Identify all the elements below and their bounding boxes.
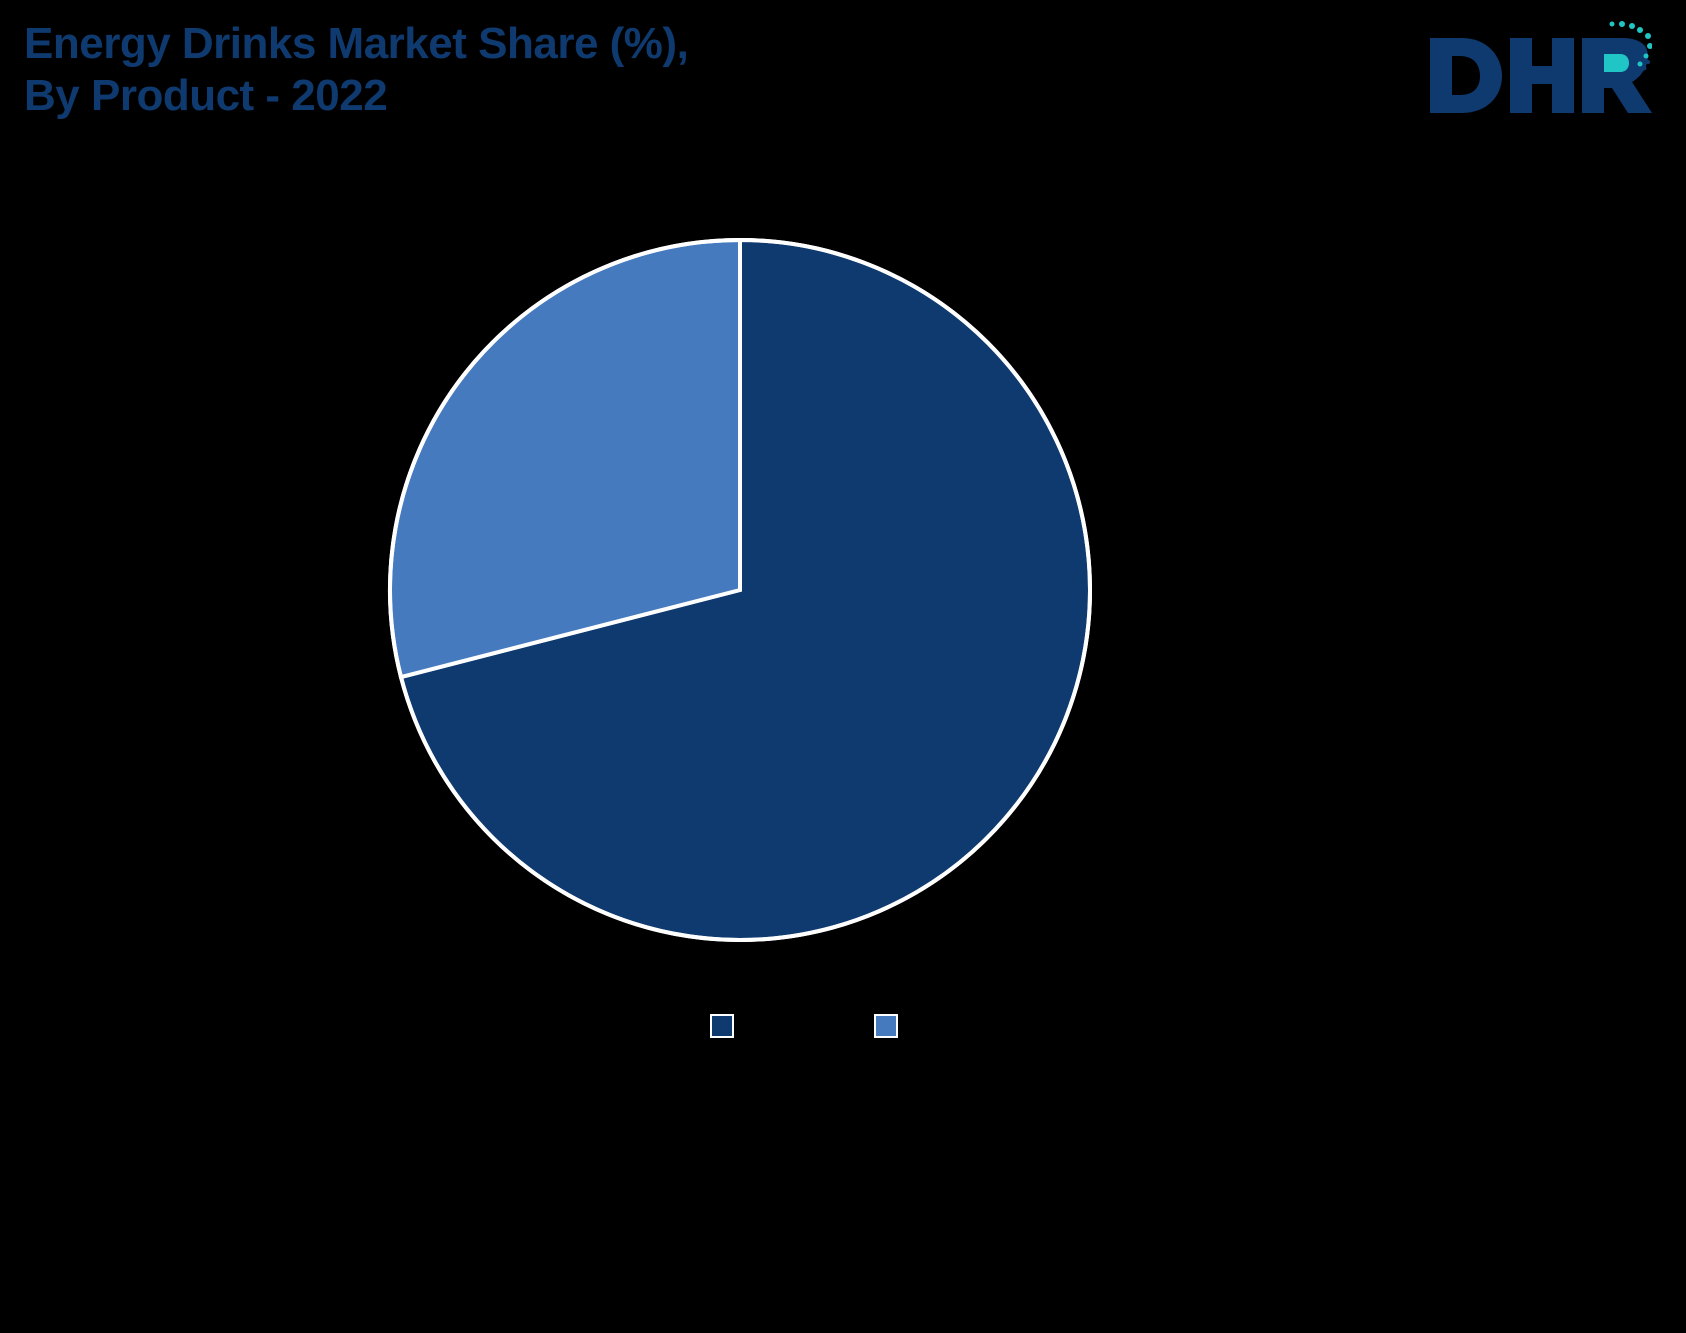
legend-label-drinks: Drinks bbox=[746, 1010, 820, 1041]
legend-item-drinks: Drinks bbox=[710, 1010, 820, 1041]
dhr-logo bbox=[1422, 18, 1652, 128]
chart-title: Energy Drinks Market Share (%), By Produ… bbox=[24, 18, 688, 122]
title-line-1: Energy Drinks Market Share (%), bbox=[24, 19, 688, 68]
legend: Drinks Shots bbox=[0, 1010, 1686, 1041]
pie-chart bbox=[380, 230, 1100, 950]
legend-swatch-drinks bbox=[710, 1014, 734, 1038]
legend-swatch-shots bbox=[874, 1014, 898, 1038]
legend-item-shots: Shots bbox=[874, 1010, 977, 1041]
legend-label-shots: Shots bbox=[910, 1010, 977, 1041]
title-line-2: By Product - 2022 bbox=[24, 71, 387, 120]
pie-svg bbox=[380, 230, 1100, 950]
